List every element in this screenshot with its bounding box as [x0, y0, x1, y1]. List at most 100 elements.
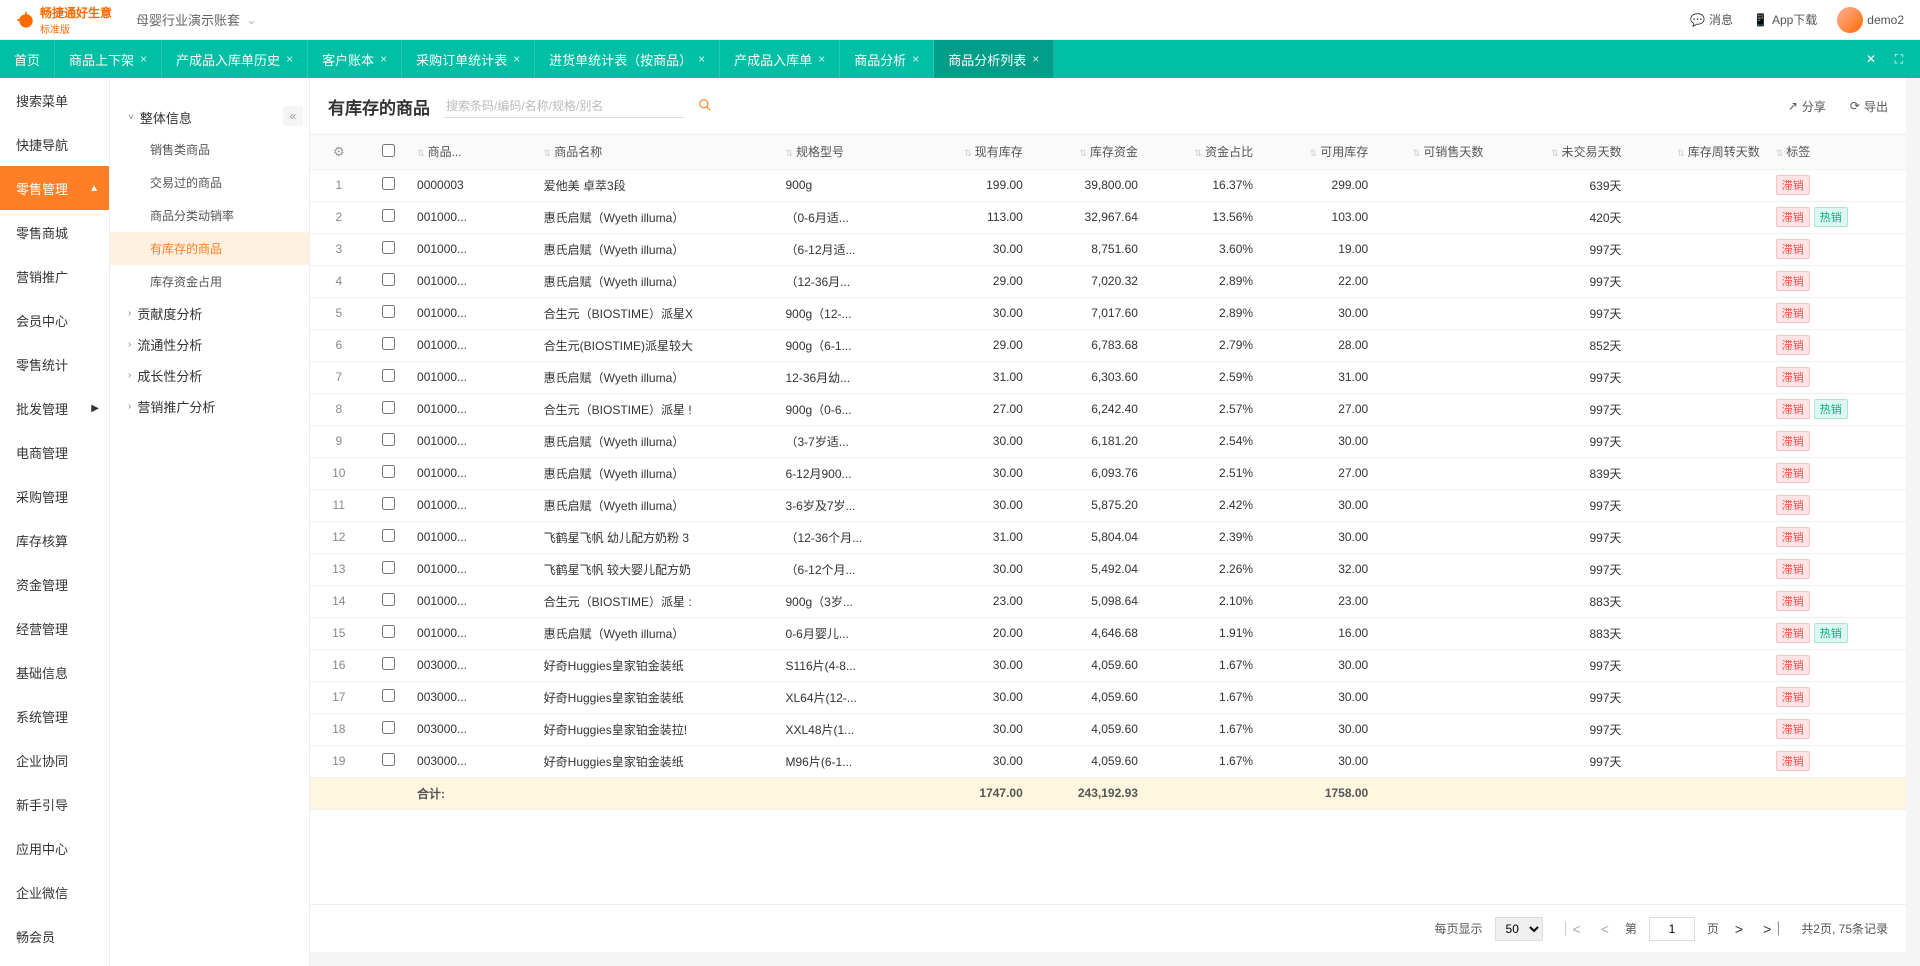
last-page-button[interactable]: >｜ [1759, 919, 1789, 939]
sidepanel-item-0-1[interactable]: 交易过的商品 [110, 166, 309, 199]
row-checkbox[interactable] [382, 593, 395, 606]
table-row[interactable]: 15001000...惠氏启赋（Wyeth illuma）0-6月婴儿...20… [310, 617, 1906, 649]
col-header-tags[interactable]: ⇅标签 [1768, 135, 1906, 169]
col-header-chk[interactable] [368, 135, 409, 169]
app-download-button[interactable]: 📱 App下载 [1753, 11, 1817, 28]
table-row[interactable]: 17003000...好奇Huggies皇家铂金装纸XL64片(12-...30… [310, 681, 1906, 713]
row-checkbox[interactable] [382, 721, 395, 734]
row-checkbox[interactable] [382, 273, 395, 286]
nav-item-5[interactable]: 会员中心 [0, 298, 109, 342]
prev-page-button[interactable]: < [1597, 921, 1613, 937]
user-menu[interactable]: demo2 [1837, 7, 1904, 33]
tab-5[interactable]: 进货单统计表（按商品）× [535, 40, 720, 78]
col-header-avail[interactable]: ⇅可用库存 [1261, 135, 1376, 169]
nav-item-14[interactable]: 系统管理 [0, 694, 109, 738]
row-checkbox[interactable] [382, 433, 395, 446]
nav-item-0[interactable]: 搜索菜单 [0, 78, 109, 122]
page-input[interactable] [1649, 917, 1695, 941]
nav-item-12[interactable]: 经营管理 [0, 606, 109, 650]
tab-4[interactable]: 采购订单统计表× [402, 40, 535, 78]
row-checkbox[interactable] [382, 625, 395, 638]
nav-item-15[interactable]: 企业协同 [0, 738, 109, 782]
table-row[interactable]: 12001000...飞鹤星飞帆 幼儿配方奶粉 3（12-36个月...31.0… [310, 521, 1906, 553]
nav-item-2[interactable]: 零售管理▲ [0, 166, 109, 210]
sidepanel-item-0-4[interactable]: 库存资金占用 [110, 265, 309, 298]
col-header-idx[interactable]: ⚙ [310, 135, 368, 169]
close-icon[interactable]: × [286, 52, 293, 66]
fullscreen-button[interactable]: ⛶ [1890, 50, 1908, 68]
nav-item-16[interactable]: 新手引导 [0, 782, 109, 826]
col-header-notx[interactable]: ⇅未交易天数 [1491, 135, 1629, 169]
close-icon[interactable]: × [1032, 52, 1039, 66]
close-icon[interactable]: × [140, 52, 147, 66]
table-row[interactable]: 6001000...合生元(BIOSTIME)派星较大900g（6-1...29… [310, 329, 1906, 361]
nav-item-10[interactable]: 库存核算 [0, 518, 109, 562]
nav-item-17[interactable]: 应用中心 [0, 826, 109, 870]
col-header-stock[interactable]: ⇅现有库存 [916, 135, 1031, 169]
table-scroll[interactable]: ⚙⇅商品...⇅商品名称⇅规格型号⇅现有库存⇅库存资金⇅资金占比⇅可用库存⇅可销… [310, 134, 1906, 904]
row-checkbox[interactable] [382, 177, 395, 190]
table-row[interactable]: 16003000...好奇Huggies皇家铂金装纸S116片(4-8...30… [310, 649, 1906, 681]
row-checkbox[interactable] [382, 209, 395, 222]
col-header-pct[interactable]: ⇅资金占比 [1146, 135, 1261, 169]
table-row[interactable]: 18003000...好奇Huggies皇家铂金装拉!XXL48片(1...30… [310, 713, 1906, 745]
row-checkbox[interactable] [382, 529, 395, 542]
tab-0[interactable]: 首页 [0, 40, 55, 78]
nav-item-7[interactable]: 批发管理▶ [0, 386, 109, 430]
first-page-button[interactable]: ｜< [1555, 919, 1585, 939]
search-icon[interactable] [698, 98, 712, 115]
close-icon[interactable]: × [912, 52, 919, 66]
tab-1[interactable]: 商品上下架× [55, 40, 162, 78]
row-checkbox[interactable] [382, 305, 395, 318]
col-header-fund[interactable]: ⇅库存资金 [1031, 135, 1146, 169]
table-row[interactable]: 8001000...合生元（BIOSTIME）派星 !900g（0-6...27… [310, 393, 1906, 425]
nav-item-1[interactable]: 快捷导航 [0, 122, 109, 166]
table-row[interactable]: 7001000...惠氏启赋（Wyeth illuma）12-36月幼...31… [310, 361, 1906, 393]
table-row[interactable]: 9001000...惠氏启赋（Wyeth illuma）（3-7岁适...30.… [310, 425, 1906, 457]
close-icon[interactable]: × [818, 52, 825, 66]
row-checkbox[interactable] [382, 657, 395, 670]
nav-item-8[interactable]: 电商管理 [0, 430, 109, 474]
collapse-sidepanel-button[interactable]: « [283, 106, 303, 126]
table-row[interactable]: 5001000...合生元（BIOSTIME）派星X900g（12-...30.… [310, 297, 1906, 329]
tab-7[interactable]: 商品分析× [840, 40, 934, 78]
nav-item-19[interactable]: 畅会员 [0, 914, 109, 958]
sidepanel-group-0[interactable]: ˅整体信息 [110, 102, 309, 133]
row-checkbox[interactable] [382, 465, 395, 478]
row-checkbox[interactable] [382, 241, 395, 254]
nav-item-3[interactable]: 零售商城 [0, 210, 109, 254]
table-row[interactable]: 14001000...合生元（BIOSTIME）派星 :900g（3岁...23… [310, 585, 1906, 617]
table-row[interactable]: 10001000...惠氏启赋（Wyeth illuma）6-12月900...… [310, 457, 1906, 489]
gear-icon[interactable]: ⚙ [333, 144, 345, 159]
sidepanel-item-0-0[interactable]: 销售类商品 [110, 133, 309, 166]
sidepanel-item-0-3[interactable]: 有库存的商品 [110, 232, 309, 265]
close-icon[interactable]: × [698, 52, 705, 66]
tab-6[interactable]: 产成品入库单× [720, 40, 840, 78]
table-row[interactable]: 11001000...惠氏启赋（Wyeth illuma）3-6岁及7岁...3… [310, 489, 1906, 521]
nav-item-4[interactable]: 营销推广 [0, 254, 109, 298]
row-checkbox[interactable] [382, 337, 395, 350]
page-size-select[interactable]: 50 [1495, 917, 1543, 941]
next-page-button[interactable]: > [1731, 921, 1747, 937]
tab-3[interactable]: 客户账本× [308, 40, 402, 78]
sidepanel-group-2[interactable]: ›流通性分析 [110, 329, 309, 360]
table-row[interactable]: 19003000...好奇Huggies皇家铂金装纸M96片(6-1...30.… [310, 745, 1906, 777]
search-input[interactable] [444, 95, 684, 118]
col-header-turn[interactable]: ⇅库存周转天数 [1630, 135, 1768, 169]
col-header-code[interactable]: ⇅商品... [409, 135, 536, 169]
close-icon[interactable]: × [513, 52, 520, 66]
table-row[interactable]: 10000003爱他美 卓萃3段900g199.0039,800.0016.37… [310, 169, 1906, 201]
table-row[interactable]: 13001000...飞鹤星飞帆 较大婴儿配方奶（6-12个月...30.005… [310, 553, 1906, 585]
close-icon[interactable]: × [380, 52, 387, 66]
row-checkbox[interactable] [382, 689, 395, 702]
col-header-spec[interactable]: ⇅规格型号 [777, 135, 915, 169]
sidepanel-group-4[interactable]: ›营销推广分析 [110, 391, 309, 422]
close-all-tabs-button[interactable]: ✕ [1862, 50, 1880, 68]
account-selector[interactable]: 母婴行业演示账套 ⌄ [136, 10, 257, 29]
row-checkbox[interactable] [382, 497, 395, 510]
export-button[interactable]: ⟳ 导出 [1850, 98, 1888, 115]
row-checkbox[interactable] [382, 401, 395, 414]
row-checkbox[interactable] [382, 369, 395, 382]
sidepanel-item-0-2[interactable]: 商品分类动销率 [110, 199, 309, 232]
table-row[interactable]: 2001000...惠氏启赋（Wyeth illuma）（0-6月适...113… [310, 201, 1906, 233]
